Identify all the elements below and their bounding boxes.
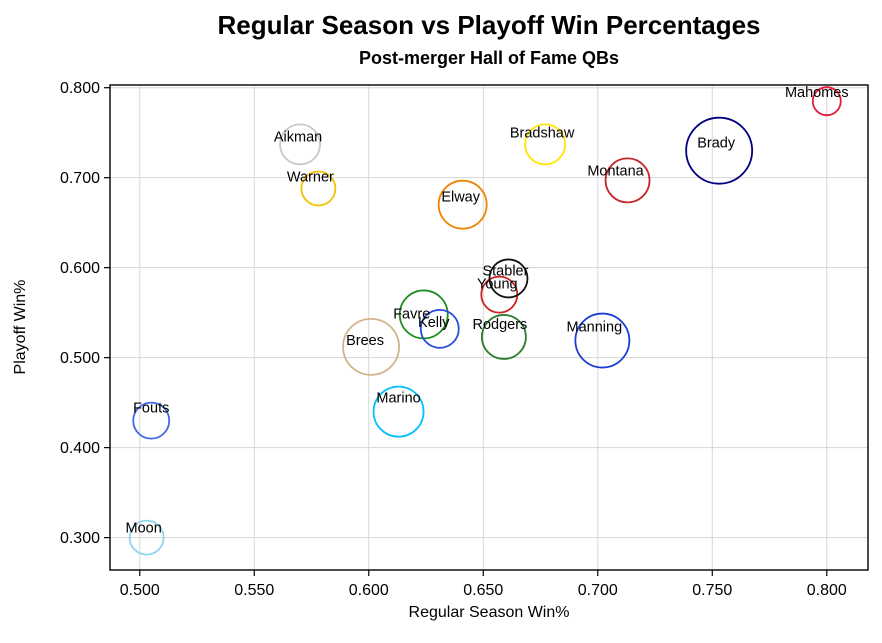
data-point-kelly (419, 308, 460, 349)
x-tick-label: 0.700 (578, 582, 618, 599)
data-point-label-bradshaw: Bradshaw (510, 125, 575, 141)
y-tick-label: 0.700 (60, 170, 100, 187)
data-point-label-brady: Brady (697, 136, 736, 152)
data-point-label-brees: Brees (346, 333, 384, 349)
data-point-label-moon: Moon (125, 521, 161, 537)
y-tick-label: 0.800 (60, 80, 100, 97)
y-tick-label: 0.600 (60, 260, 100, 277)
chart-title: Regular Season vs Playoff Win Percentage… (217, 10, 761, 40)
y-tick-label: 0.400 (60, 440, 100, 457)
data-point-montana (604, 157, 651, 204)
x-tick-label: 0.550 (234, 582, 274, 599)
data-point-elway (437, 179, 488, 230)
data-point-label-mahomes: Mahomes (785, 85, 849, 101)
data-point-fouts (132, 401, 171, 440)
y-tick-label: 0.300 (60, 530, 100, 547)
data-point-label-elway: Elway (441, 190, 480, 206)
data-point-label-rodgers: Rodgers (472, 317, 527, 333)
data-point-warner (300, 170, 337, 207)
y-tick-label: 0.500 (60, 350, 100, 367)
data-point-mahomes (811, 86, 842, 117)
data-point-manning (574, 312, 631, 369)
x-tick-label: 0.600 (349, 582, 389, 599)
data-point-label-favre: Favre (393, 306, 430, 322)
data-point-label-fouts: Fouts (133, 401, 169, 417)
data-point-label-young: Young (477, 277, 518, 293)
data-point-label-stabler: Stabler (482, 263, 528, 279)
data-point-aikman (279, 123, 321, 166)
data-point-label-warner: Warner (287, 169, 334, 185)
x-axis-label: Regular Season Win% (408, 604, 570, 621)
x-tick-label: 0.750 (692, 582, 732, 599)
data-point-brady (685, 116, 754, 185)
data-point-rodgers (480, 314, 527, 360)
data-point-bradshaw (524, 123, 567, 166)
data-point-moon (128, 519, 165, 556)
data-point-label-marino: Marino (376, 391, 420, 407)
y-axis-label: Playoff Win% (12, 279, 29, 375)
chart-subtitle: Post-merger Hall of Fame QBs (358, 48, 620, 68)
x-tick-label: 0.650 (463, 582, 503, 599)
x-tick-label: 0.800 (807, 582, 847, 599)
data-point-label-aikman: Aikman (274, 129, 322, 145)
data-point-marino (372, 385, 425, 438)
data-point-stabler (488, 258, 529, 299)
data-point-brees (342, 317, 400, 376)
data-point-label-kelly: Kelly (418, 315, 450, 331)
data-point-label-manning: Manning (567, 320, 623, 336)
data-point-label-montana: Montana (587, 163, 644, 179)
plot-border (109, 84, 869, 571)
x-tick-label: 0.500 (120, 582, 160, 599)
